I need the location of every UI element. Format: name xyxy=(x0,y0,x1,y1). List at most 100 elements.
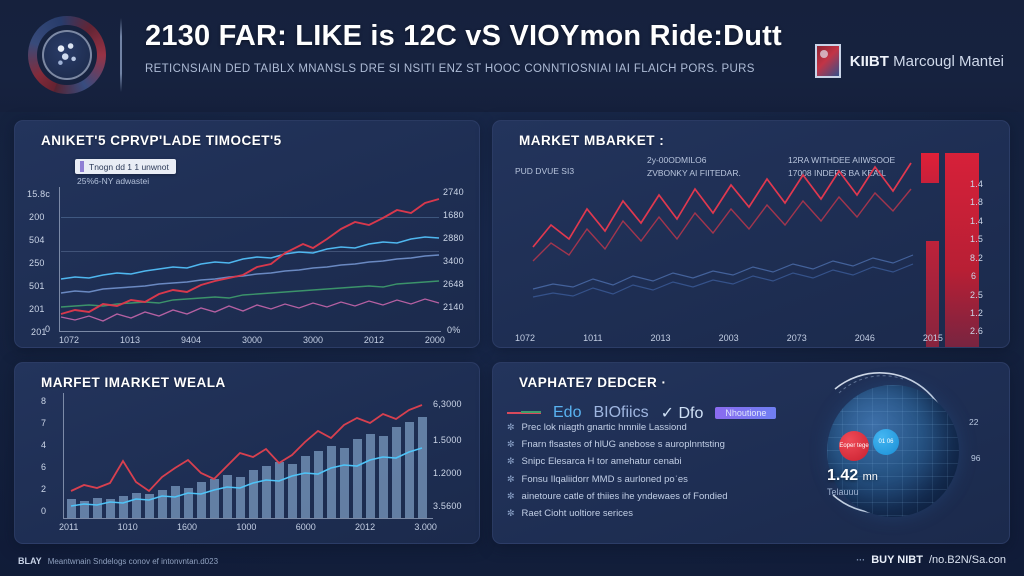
globe-visual: Eoper tege 01 06 1.42 mn Telauuu 22 96 xyxy=(819,371,997,539)
y-tick-left-0: 15.8c xyxy=(27,189,51,199)
y-tick-right-4: 2648 xyxy=(443,279,464,289)
x-tick-0: 1072 xyxy=(515,333,536,343)
y-tick-left-6: 201 xyxy=(31,327,47,337)
y-tick-r-0: 1.4 xyxy=(970,179,984,189)
partner-logo-main: KIIBT xyxy=(849,52,889,70)
y-tick-r-2: 1.4 xyxy=(970,216,984,226)
partner-logo: KIIBT Marcougl Mantei xyxy=(814,44,1004,78)
x-tick-3: 1000 xyxy=(236,522,257,532)
y-tick-right-7: 0% xyxy=(447,325,461,335)
y-axis-line-bl xyxy=(63,393,64,518)
x-tick-2: 1600 xyxy=(177,522,198,532)
legend-item-check: ✓ Dfo xyxy=(660,405,704,422)
emblem-inner xyxy=(42,30,92,80)
y-tick-r-6: 2.5 xyxy=(970,290,984,300)
footer-dots-icon: ··· xyxy=(856,555,866,565)
chart-lines-top-left xyxy=(60,198,440,322)
panel-title-bottom-right: VAPHATE7 DEDCER · xyxy=(519,375,667,390)
legend-swatch-icon xyxy=(80,161,84,172)
panel-top-left: ANIKET'5 CPRVP'LADE TIMOCET'5 Tnogn dd 1… xyxy=(14,120,480,348)
panel-title-top-left: ANIKET'5 CPRVP'LADE TIMOCET'5 xyxy=(41,133,282,148)
x-tick-6: 3.000 xyxy=(414,522,437,532)
footer-mark: BLAY xyxy=(18,556,42,566)
y-tick-left-1: 200 xyxy=(29,212,45,222)
y-tick-left-3: 250 xyxy=(29,258,45,268)
list-item: ✼ Prec lok niagth gnartic hmnile Lassion… xyxy=(507,421,837,436)
x-axis-labels-top-left: 1072 1013 9404 3000 3000 2012 2000 xyxy=(59,335,445,345)
y-tick-r-5: 6 xyxy=(971,271,977,281)
y-tick-left-7: 0 xyxy=(45,324,51,334)
title-block: 2130 FAR: LIKE is 12C vS VIOYmon Ride:Du… xyxy=(145,20,825,75)
bullet-marker-icon: ✼ xyxy=(507,456,515,467)
x-tick-4: 6000 xyxy=(295,522,316,532)
legend-note-top-left: 25%6-NY adwastei xyxy=(77,176,150,186)
y-tick-r-7: 1.2 xyxy=(970,308,984,318)
panel-title-bottom-left: MARFET IMARKET WEALA xyxy=(41,375,226,390)
badge-blue: 01 06 xyxy=(873,429,899,455)
x-tick-6: 2000 xyxy=(424,335,445,345)
annotation-mid-2: ZVBONKY AI FIITEDAR. xyxy=(647,168,741,178)
x-axis-labels-bottom-left: 2011 1010 1600 1000 6000 2012 3.000 xyxy=(59,522,437,532)
page-subtitle: RETICNSIAIN DED TAIBLX MNANSLS DRE SI NS… xyxy=(145,63,755,76)
x-tick-3: 3000 xyxy=(241,335,262,345)
list-item: ✼ Fnarn flsastes of hlUG anebose s aurop… xyxy=(507,438,837,453)
y-tick-bl-5: 0 xyxy=(41,506,47,516)
list-item: ✼ ainetoure catle of thiies ihe yndewaes… xyxy=(507,490,837,505)
y-tick-bl-r-1: 1.5000 xyxy=(433,435,462,445)
y-tick-right-2: 2880 xyxy=(443,233,464,243)
arc-label-mid: 96 xyxy=(971,453,981,463)
x-tick-4: 3000 xyxy=(302,335,323,345)
legend-chip-top-left: Tnogn dd 1 1 unwnot xyxy=(75,159,176,174)
x-tick-5: 2012 xyxy=(363,335,384,345)
x-axis-line xyxy=(59,331,441,332)
chart-bars-bottom-left xyxy=(67,404,427,518)
gridline-1 xyxy=(61,217,439,218)
bullet-marker-icon: ✼ xyxy=(507,439,515,450)
y-tick-left-2: 504 xyxy=(29,235,45,245)
x-tick-5: 2046 xyxy=(854,333,875,343)
globe-value-unit: mn xyxy=(862,471,878,483)
bullet-text: Snipc Elesarca H tor amehatur cenabi xyxy=(521,456,682,468)
panel-bottom-right: VAPHATE7 DEDCER · Edo BIOfiics ✓ Dfo Nho… xyxy=(492,362,1010,544)
bullet-text: Raet Cioht uoltiore serices xyxy=(521,508,633,520)
list-item: ✼ Raet Cioht uoltiore serices xyxy=(507,507,837,522)
x-tick-0: 1072 xyxy=(59,335,80,345)
emblem-glyph-icon xyxy=(52,39,82,71)
bullet-text: Prec lok niagth gnartic hmnile Lassiond xyxy=(521,422,687,433)
bullet-text: ainetoure catle of thiies ihe yndewaes o… xyxy=(521,490,728,502)
y-tick-bl-r-3: 3.5600 xyxy=(433,501,462,511)
x-axis-labels-top-right: 1072 1011 2013 2003 2073 2046 2015 xyxy=(515,333,943,343)
x-axis-line-bl xyxy=(63,518,433,519)
bullet-marker-icon: ✼ xyxy=(507,490,515,501)
y-tick-bl-r-2: 1.2000 xyxy=(433,468,462,478)
legend-item-c: BIOfiics xyxy=(593,404,649,421)
annotation-mid-1: 2y-00ODMILO6 xyxy=(647,155,707,165)
legend-line-icon xyxy=(507,411,541,414)
y-tick-bl-r-0: 6,3000 xyxy=(433,399,462,409)
red-bar-small xyxy=(921,153,939,183)
partner-logo-text: KIIBT Marcougl Mantei xyxy=(850,53,1004,70)
bullet-text: Fonsu Ilqaliidorr MMD s aurloned poˈes xyxy=(521,473,688,485)
y-tick-bl-4: 2 xyxy=(41,484,47,494)
bullet-marker-icon: ✼ xyxy=(507,473,515,484)
annotation-right-1: 12RA WITHDEE AIIWSOOE xyxy=(788,155,896,165)
x-tick-2: 2013 xyxy=(650,333,671,343)
red-bar-medium xyxy=(926,241,939,347)
x-tick-5: 2012 xyxy=(355,522,376,532)
legend-chip-label: Tnogn dd 1 1 unwnot xyxy=(89,161,169,172)
bullet-marker-icon: ✼ xyxy=(507,508,515,519)
x-tick-1: 1011 xyxy=(583,333,603,343)
x-tick-2: 9404 xyxy=(180,335,201,345)
y-tick-r-1: 1.8 xyxy=(970,197,984,207)
y-tick-right-3: 3400 xyxy=(443,256,464,266)
footer-right: ··· BUY NIBT /no.B2N/Sa.con xyxy=(856,554,1006,566)
bullet-marker-icon: ✼ xyxy=(507,422,515,432)
legend-row-bottom-right: Edo BIOfiics ✓ Dfo Nhoutione xyxy=(507,403,777,423)
x-tick-4: 2073 xyxy=(786,333,807,343)
x-tick-1: 1010 xyxy=(117,522,138,532)
footer-left: BLAY Meantwnain Sndelogs conov ef intonv… xyxy=(18,556,218,566)
legend-item-b: Edo xyxy=(553,404,582,421)
x-tick-1: 1013 xyxy=(119,335,141,345)
legend-pill: Nhoutione xyxy=(715,407,777,419)
x-tick-3: 2003 xyxy=(718,333,739,343)
